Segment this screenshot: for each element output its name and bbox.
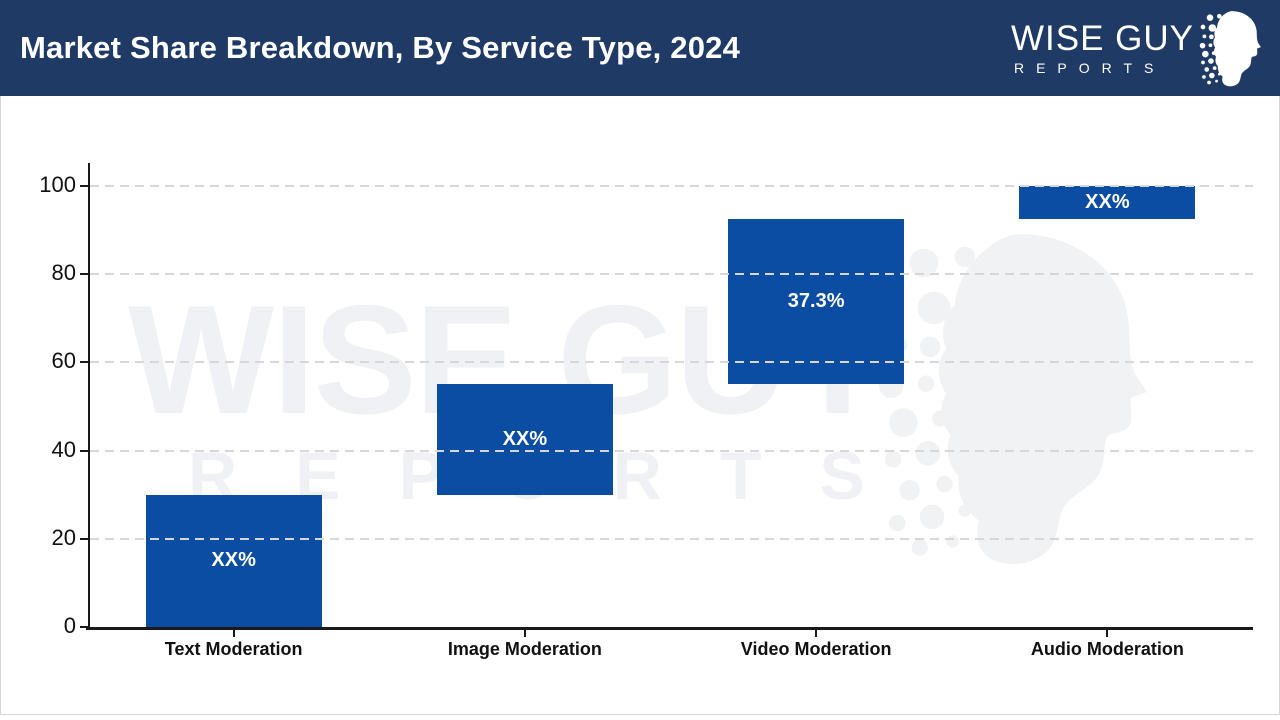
- y-tick-label: 40: [51, 436, 76, 462]
- y-tick-mark: [80, 537, 88, 540]
- y-tick-label: 60: [51, 348, 76, 374]
- y-tick-mark: [80, 273, 88, 276]
- x-tick-mark: [232, 630, 235, 637]
- bar: XX%: [145, 494, 322, 627]
- gridline: [90, 273, 1253, 276]
- category-label: Image Moderation: [447, 639, 602, 659]
- bar: XX%: [1019, 186, 1196, 220]
- x-tick-mark: [815, 630, 818, 637]
- logo-wordmark: WISE GUY REPORTS: [1011, 21, 1194, 76]
- bar-value-label: XX%: [502, 427, 548, 450]
- category-label: Text Moderation: [164, 639, 303, 659]
- bar-value-label: XX%: [211, 549, 256, 572]
- x-axis-line: [86, 627, 1253, 630]
- gridline: [90, 185, 1253, 187]
- logo-text-reports: REPORTS: [1013, 59, 1166, 76]
- y-tick-label: 20: [51, 524, 76, 550]
- bar: XX%: [436, 383, 613, 495]
- category-label: Audio Moderation: [1030, 639, 1184, 659]
- y-tick-mark: [80, 185, 88, 187]
- chart-title: Market Share Breakdown, By Service Type,…: [20, 30, 741, 65]
- y-tick-mark: [80, 626, 88, 628]
- y-tick-label: 80: [51, 260, 76, 286]
- gridline: [90, 361, 1253, 364]
- y-tick-label: 100: [39, 172, 76, 197]
- gridline: [90, 449, 1253, 452]
- y-tick-mark: [80, 361, 88, 364]
- header-bar: Market Share Breakdown, By Service Type,…: [0, 0, 1280, 96]
- category-label: Video Moderation: [740, 639, 892, 659]
- bar: 37.3%: [728, 219, 905, 384]
- bar-value-label: XX%: [1085, 191, 1130, 214]
- y-tick-mark: [80, 449, 88, 452]
- logo-text-wise-guy: WISE GUY: [1010, 18, 1194, 58]
- y-tick-label: 0: [63, 613, 76, 638]
- x-tick-mark: [1106, 630, 1109, 637]
- x-tick-mark: [523, 630, 526, 637]
- gridline: [90, 537, 1253, 540]
- bar-value-label: 37.3%: [787, 289, 845, 312]
- wiseguy-logo: WISE GUY REPORTS: [1011, 8, 1266, 88]
- y-axis-line: [88, 163, 90, 627]
